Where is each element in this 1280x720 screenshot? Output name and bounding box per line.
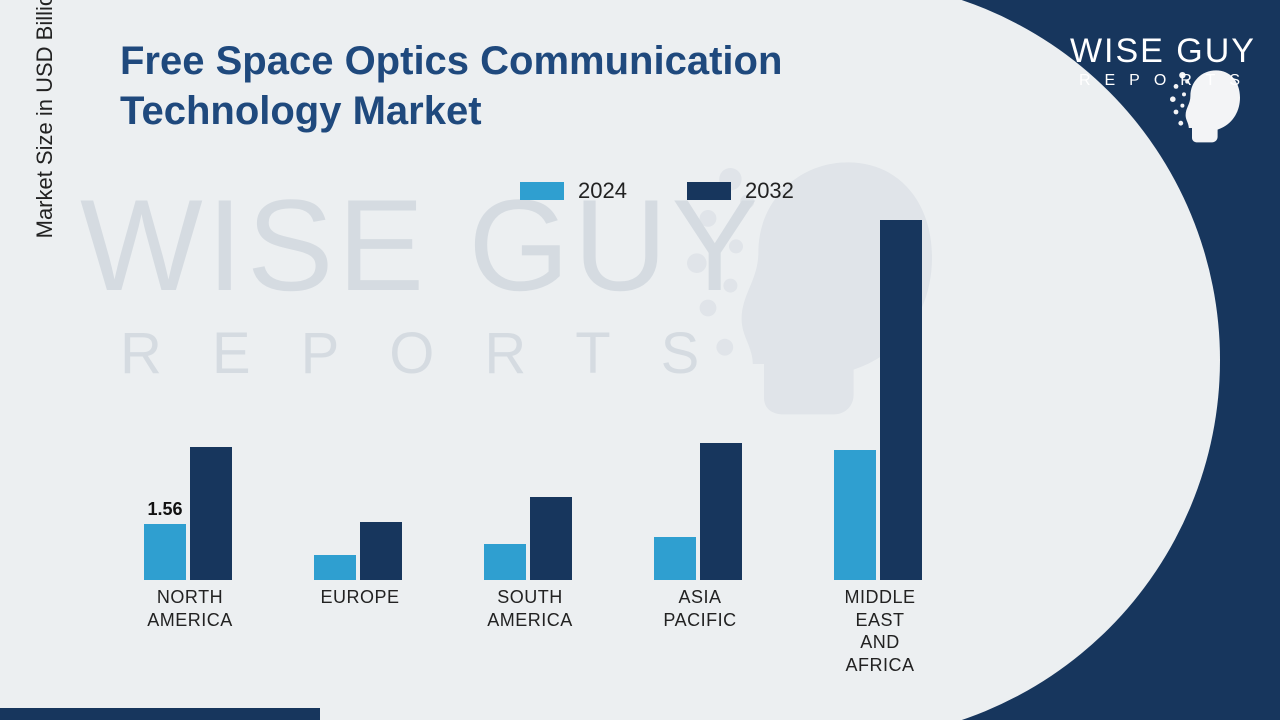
bar-2032 <box>360 522 402 580</box>
legend-label-2024: 2024 <box>578 178 627 204</box>
plot-region: 1.56 <box>110 220 950 580</box>
x-axis-label: SOUTHAMERICA <box>460 586 600 631</box>
bar-2024 <box>314 555 356 580</box>
x-axis-label: MIDDLEEASTANDAFRICA <box>810 586 950 676</box>
y-axis-label: Market Size in USD Billion <box>32 0 58 290</box>
footer-accent-bar <box>0 708 320 720</box>
chart-title: Free Space Optics Communication Technolo… <box>120 36 820 136</box>
bar-value-label: 1.56 <box>135 499 195 520</box>
legend-label-2032: 2032 <box>745 178 794 204</box>
legend-item-2032: 2032 <box>687 178 794 204</box>
legend-item-2024: 2024 <box>520 178 627 204</box>
legend: 2024 2032 <box>520 178 794 204</box>
x-axis-label: NORTHAMERICA <box>120 586 260 631</box>
bar-2024 <box>144 524 186 580</box>
bar-2024 <box>484 544 526 580</box>
bar-2032 <box>880 220 922 580</box>
legend-swatch-2024 <box>520 182 564 200</box>
brand-head-icon <box>1168 64 1248 144</box>
bar-2024 <box>834 450 876 580</box>
brand-block: WISE GUY REPORTS <box>976 34 1256 90</box>
bar-2032 <box>190 447 232 580</box>
legend-swatch-2032 <box>687 182 731 200</box>
chart-area: Market Size in USD Billion 2024 2032 1.5… <box>90 170 970 690</box>
bar-2024 <box>654 537 696 580</box>
bar-2032 <box>700 443 742 580</box>
bar-2032 <box>530 497 572 580</box>
brand-main: WISE GUY <box>976 34 1256 68</box>
x-axis-label: ASIAPACIFIC <box>630 586 770 631</box>
x-axis-label: EUROPE <box>290 586 430 609</box>
